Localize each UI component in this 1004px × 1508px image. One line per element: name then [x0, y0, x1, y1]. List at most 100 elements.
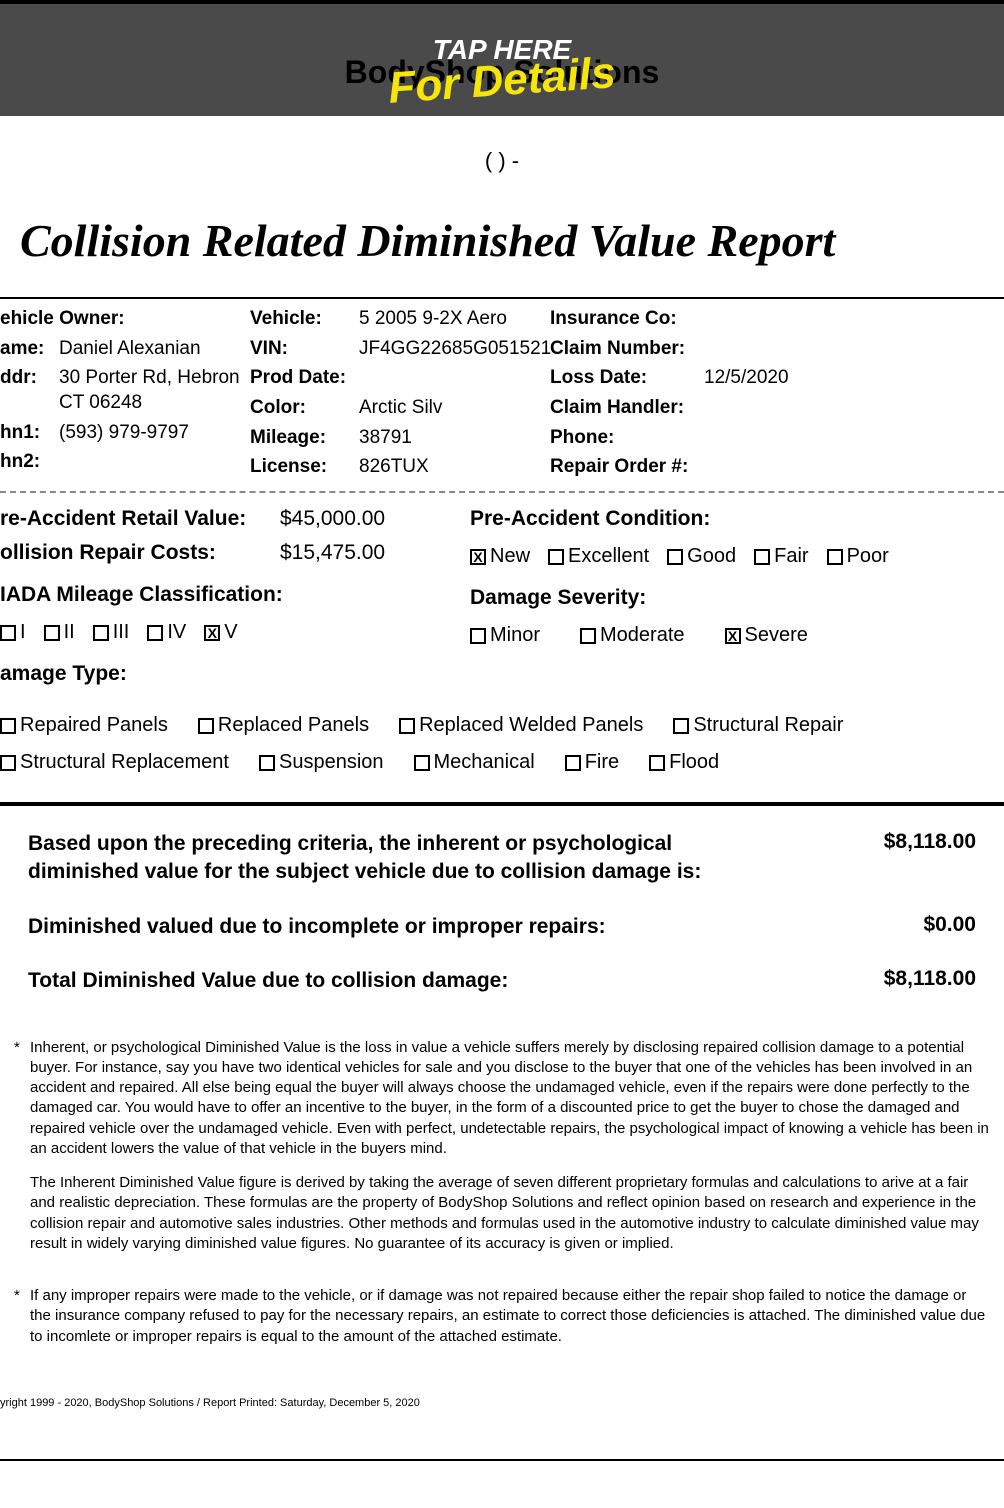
vehicle-label: Vehicle:: [250, 307, 355, 332]
damage-structural-repair-label: Structural Repair: [693, 714, 843, 737]
insurance-column: Insurance Co: Claim Number: Loss Date:12…: [550, 307, 1004, 485]
phone-label: Phone:: [550, 426, 700, 451]
condition-fair-label: Fair: [774, 545, 808, 568]
insco-label: Insurance Co:: [550, 307, 700, 332]
mileage-val: 38791: [355, 426, 412, 451]
nada-i-label: I: [20, 621, 26, 644]
footnotes: * Inherent, or psychological Diminished …: [0, 1032, 1004, 1361]
damage-repaired-panels-box: [0, 718, 16, 734]
vin-val: JF4GG22685G051521: [355, 337, 551, 362]
damage-structural-repair-box: [673, 718, 689, 734]
nada-ii-label: II: [64, 621, 75, 644]
owner-heading: ehicle Owner:: [0, 307, 125, 332]
condition-good-box: [667, 549, 683, 565]
vin-label: VIN:: [250, 337, 355, 362]
damage-suspension-label: Suspension: [279, 751, 384, 774]
bottom-divider: [0, 1459, 1004, 1461]
nada-heading: IADA Mileage Classification:: [0, 583, 470, 607]
damage-mechanical-box: [414, 755, 430, 771]
nada-i-box: [0, 625, 16, 641]
condition-new-label: New: [490, 545, 530, 568]
summary-3-label: Total Diminished Value due to collision …: [28, 967, 508, 995]
nada-i: I: [0, 621, 26, 644]
retail-val: $45,000.00: [280, 507, 385, 531]
values-section: re-Accident Retail Value: $45,000.00 oll…: [0, 493, 1004, 710]
owner-addr: 30 Porter Rd, Hebron CT 06248: [55, 366, 250, 415]
retail-label: re-Accident Retail Value:: [0, 507, 280, 531]
footnote-2: If any improper repairs were made to the…: [30, 1286, 990, 1347]
severity-options: Minor Moderate XSevere: [470, 624, 1004, 647]
license-label: License:: [250, 455, 355, 480]
damage-repaired-panels-label: Repaired Panels: [20, 714, 168, 737]
color-val: Arctic Silv: [355, 396, 442, 421]
damage-suspension: Suspension: [259, 751, 384, 774]
nada-v: XV: [204, 621, 237, 644]
condition-excellent-box: [548, 549, 564, 565]
damage-flood-box: [649, 755, 665, 771]
ph1-label: hn1:: [0, 421, 55, 446]
damage-structural-repair: Structural Repair: [673, 714, 843, 737]
condition-fair: Fair: [754, 545, 808, 568]
nada-iv-box: [147, 625, 163, 641]
summary-1-val: $8,118.00: [854, 830, 976, 854]
summary-2-label: Diminished valued due to incomplete or i…: [28, 913, 606, 941]
summary-3-val: $8,118.00: [854, 967, 976, 991]
condition-new: XNew: [470, 545, 530, 568]
damage-suspension-box: [259, 755, 275, 771]
condition-poor-label: Poor: [847, 545, 889, 568]
loss-val: 12/5/2020: [700, 366, 789, 391]
damage-repaired-panels: Repaired Panels: [0, 714, 168, 737]
condition-poor: Poor: [827, 545, 889, 568]
claim-label: Claim Number:: [550, 337, 700, 362]
damage-type-block: Repaired Panels Replaced Panels Replaced W…: [0, 710, 1004, 802]
nada-iii: III: [93, 621, 130, 644]
damage-mechanical-label: Mechanical: [434, 751, 535, 774]
condition-good-label: Good: [687, 545, 736, 568]
repair-cost-val: $15,475.00: [280, 541, 385, 565]
owner-ph1: (593) 979-9797: [55, 421, 189, 446]
damage-row-1: Repaired Panels Replaced Panels Replaced W…: [0, 714, 1004, 737]
damage-replaced-welded-panels-box: [399, 718, 415, 734]
damage-fire-box: [565, 755, 581, 771]
damage-structural-replacement: Structural Replacement: [0, 751, 229, 774]
footnote-star-2: *: [14, 1286, 30, 1361]
paren-text: ( ) -: [0, 148, 1004, 174]
nada-options: IIIIIIIVXV: [0, 621, 470, 644]
severity-minor-label: Minor: [490, 624, 540, 647]
damage-mechanical: Mechanical: [414, 751, 535, 774]
damage-replaced-welded-panels: Replaced Welded Panels: [399, 714, 643, 737]
footnote-1-p2: The Inherent Diminished Value figure is …: [30, 1173, 990, 1254]
damage-fire-label: Fire: [585, 751, 619, 774]
damage-replaced-panels-label: Replaced Panels: [218, 714, 369, 737]
summary-block: Based upon the preceding criteria, the i…: [0, 806, 1004, 1031]
severity-minor: Minor: [470, 624, 540, 647]
prod-label: Prod Date:: [250, 366, 355, 391]
handler-label: Claim Handler:: [550, 396, 700, 421]
damage-fire: Fire: [565, 751, 619, 774]
nada-v-box: X: [204, 625, 220, 641]
summary-2-val: $0.00: [893, 913, 976, 937]
nada-iv: IV: [147, 621, 186, 644]
condition-fair-box: [754, 549, 770, 565]
license-val: 826TUX: [355, 455, 429, 480]
values-right: Pre-Accident Condition: XNewExcellentGoo…: [470, 507, 1004, 700]
condition-excellent: Excellent: [548, 545, 649, 568]
loss-label: Loss Date:: [550, 366, 700, 391]
nada-v-label: V: [224, 621, 237, 644]
condition-heading: Pre-Accident Condition:: [470, 507, 1004, 531]
severity-moderate: Moderate: [580, 624, 685, 647]
severity-moderate-box: [580, 628, 596, 644]
severity-severe-box: X: [725, 628, 741, 644]
footnote-1-p1: Inherent, or psychological Diminished Va…: [30, 1038, 990, 1160]
nada-ii-box: [44, 625, 60, 641]
severity-minor-box: [470, 628, 486, 644]
banner[interactable]: BodyShop Solutions TAP HERE For Details: [0, 0, 1004, 116]
damage-replaced-panels-box: [198, 718, 214, 734]
copyright-text: yright 1999 - 2020, BodyShop Solutions /…: [0, 1379, 1004, 1449]
condition-poor-box: [827, 549, 843, 565]
condition-good: Good: [667, 545, 736, 568]
addr-label: ddr:: [0, 366, 55, 415]
ph2-label: hn2:: [0, 450, 55, 475]
footnote-star-1: *: [14, 1038, 30, 1269]
severity-severe: XSevere: [725, 624, 808, 647]
